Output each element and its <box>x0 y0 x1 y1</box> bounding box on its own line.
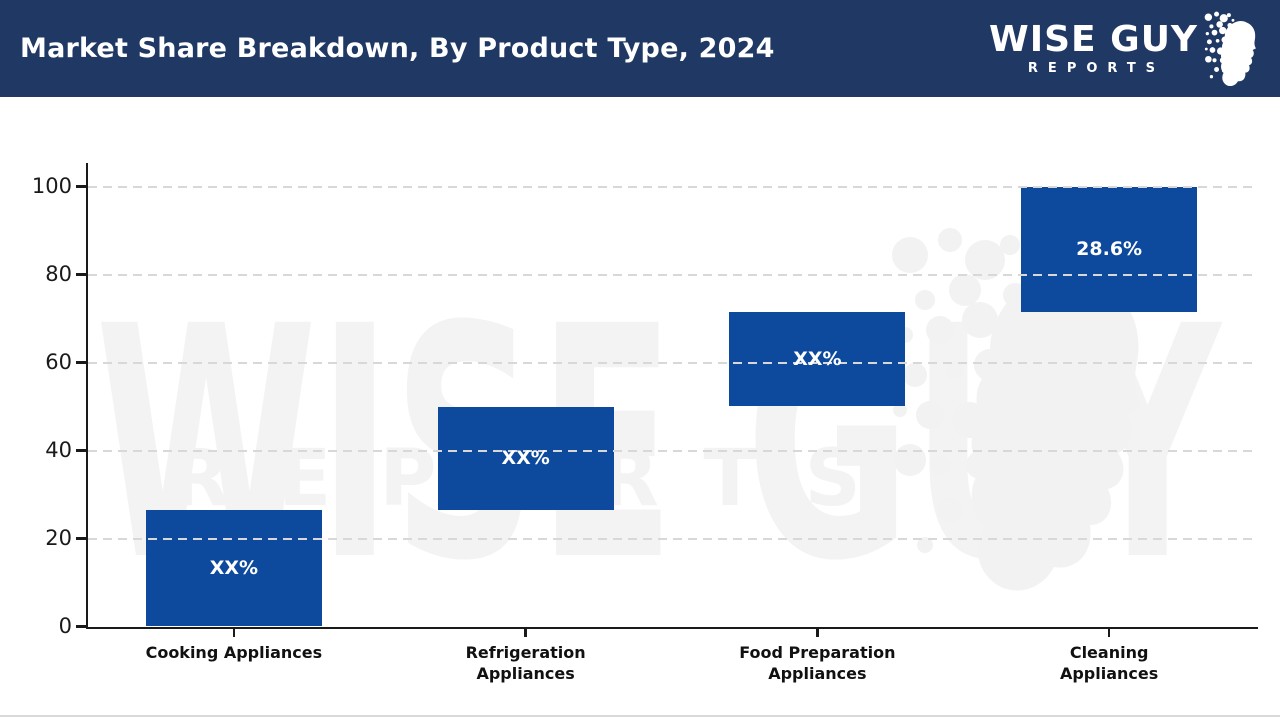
x-category-label-2: Food Preparation Appliances <box>697 642 937 684</box>
logo-face-icon <box>1204 11 1256 86</box>
bar-value-label-2: XX% <box>793 348 842 371</box>
y-tick-80 <box>75 273 86 276</box>
x-category-label-1: Refrigeration Appliances <box>406 642 646 684</box>
bar-value-label-0: XX% <box>209 557 259 580</box>
y-tick-label-80: 80 <box>45 261 72 286</box>
footer-divider <box>0 715 1280 717</box>
x-tick-1 <box>524 629 527 637</box>
bar-value-label-3: 28.6% <box>1076 238 1143 261</box>
x-category-label-3: Cleaning Appliances <box>989 642 1229 684</box>
y-tick-label-60: 60 <box>45 349 72 374</box>
x-category-label-line: Food Preparation <box>739 642 896 662</box>
bar-3 <box>1021 186 1198 313</box>
x-category-label-line: Appliances <box>476 663 575 683</box>
header-bar: Market Share Breakdown, By Product Type,… <box>0 0 1280 97</box>
y-tick-20 <box>75 537 86 540</box>
y-tick-label-0: 0 <box>58 613 72 638</box>
x-tick-0 <box>232 629 236 637</box>
y-tick-40 <box>75 449 86 452</box>
y-tick-100 <box>75 185 86 188</box>
gridline-40 <box>88 449 1255 452</box>
x-axis-spine <box>85 626 1258 629</box>
logo-wordmark: WISE GUY <box>988 18 1198 60</box>
bar-2 <box>729 312 906 407</box>
gridline-100 <box>88 185 1255 188</box>
y-tick-label-40: 40 <box>45 437 72 462</box>
plot-area: WISE GUY REPORTS XX%XX%XX%28.6% 02040608… <box>0 97 1280 717</box>
x-category-label-line: Cooking Appliances <box>145 642 323 662</box>
y-tick-60 <box>75 361 86 364</box>
bar-value-label-1: XX% <box>501 447 550 470</box>
gridline-20 <box>88 537 1255 540</box>
y-tick-label-20: 20 <box>45 525 72 550</box>
y-axis-spine <box>85 163 88 629</box>
logo-wordmark-block: WISE GUY REPORTS <box>988 18 1198 76</box>
x-category-label-line: Appliances <box>768 663 867 683</box>
gridline-60 <box>88 361 1255 364</box>
x-tick-2 <box>816 629 819 637</box>
logo-subtext: REPORTS <box>1027 60 1166 76</box>
bar-0 <box>145 510 322 627</box>
x-category-label-line: Cleaning <box>1069 642 1149 662</box>
gridline-80 <box>88 273 1255 276</box>
x-category-label-line: Refrigeration <box>465 642 586 662</box>
chart-title: Market Share Breakdown, By Product Type,… <box>20 33 775 64</box>
y-tick-label-100: 100 <box>31 173 72 198</box>
wiseguy-logo: WISE GUY REPORTS <box>989 9 1280 89</box>
bar-1 <box>437 406 614 511</box>
x-category-label-0: Cooking Appliances <box>114 642 354 663</box>
y-tick-0 <box>75 625 86 628</box>
x-category-label-line: Appliances <box>1059 663 1159 683</box>
x-tick-3 <box>1107 629 1111 637</box>
